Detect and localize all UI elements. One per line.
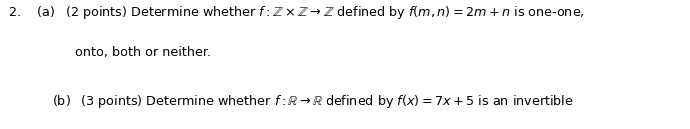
Text: (b)  (3 points) Determine whether $f : \mathbb{R} \rightarrow \mathbb{R}$ define: (b) (3 points) Determine whether $f : \m…: [52, 93, 573, 110]
Text: 2.  (a)  (2 points) Determine whether $f : \mathbb{Z} \times \mathbb{Z} \rightar: 2. (a) (2 points) Determine whether $f :…: [8, 4, 585, 21]
Text: onto, both or neither.: onto, both or neither.: [75, 46, 210, 59]
